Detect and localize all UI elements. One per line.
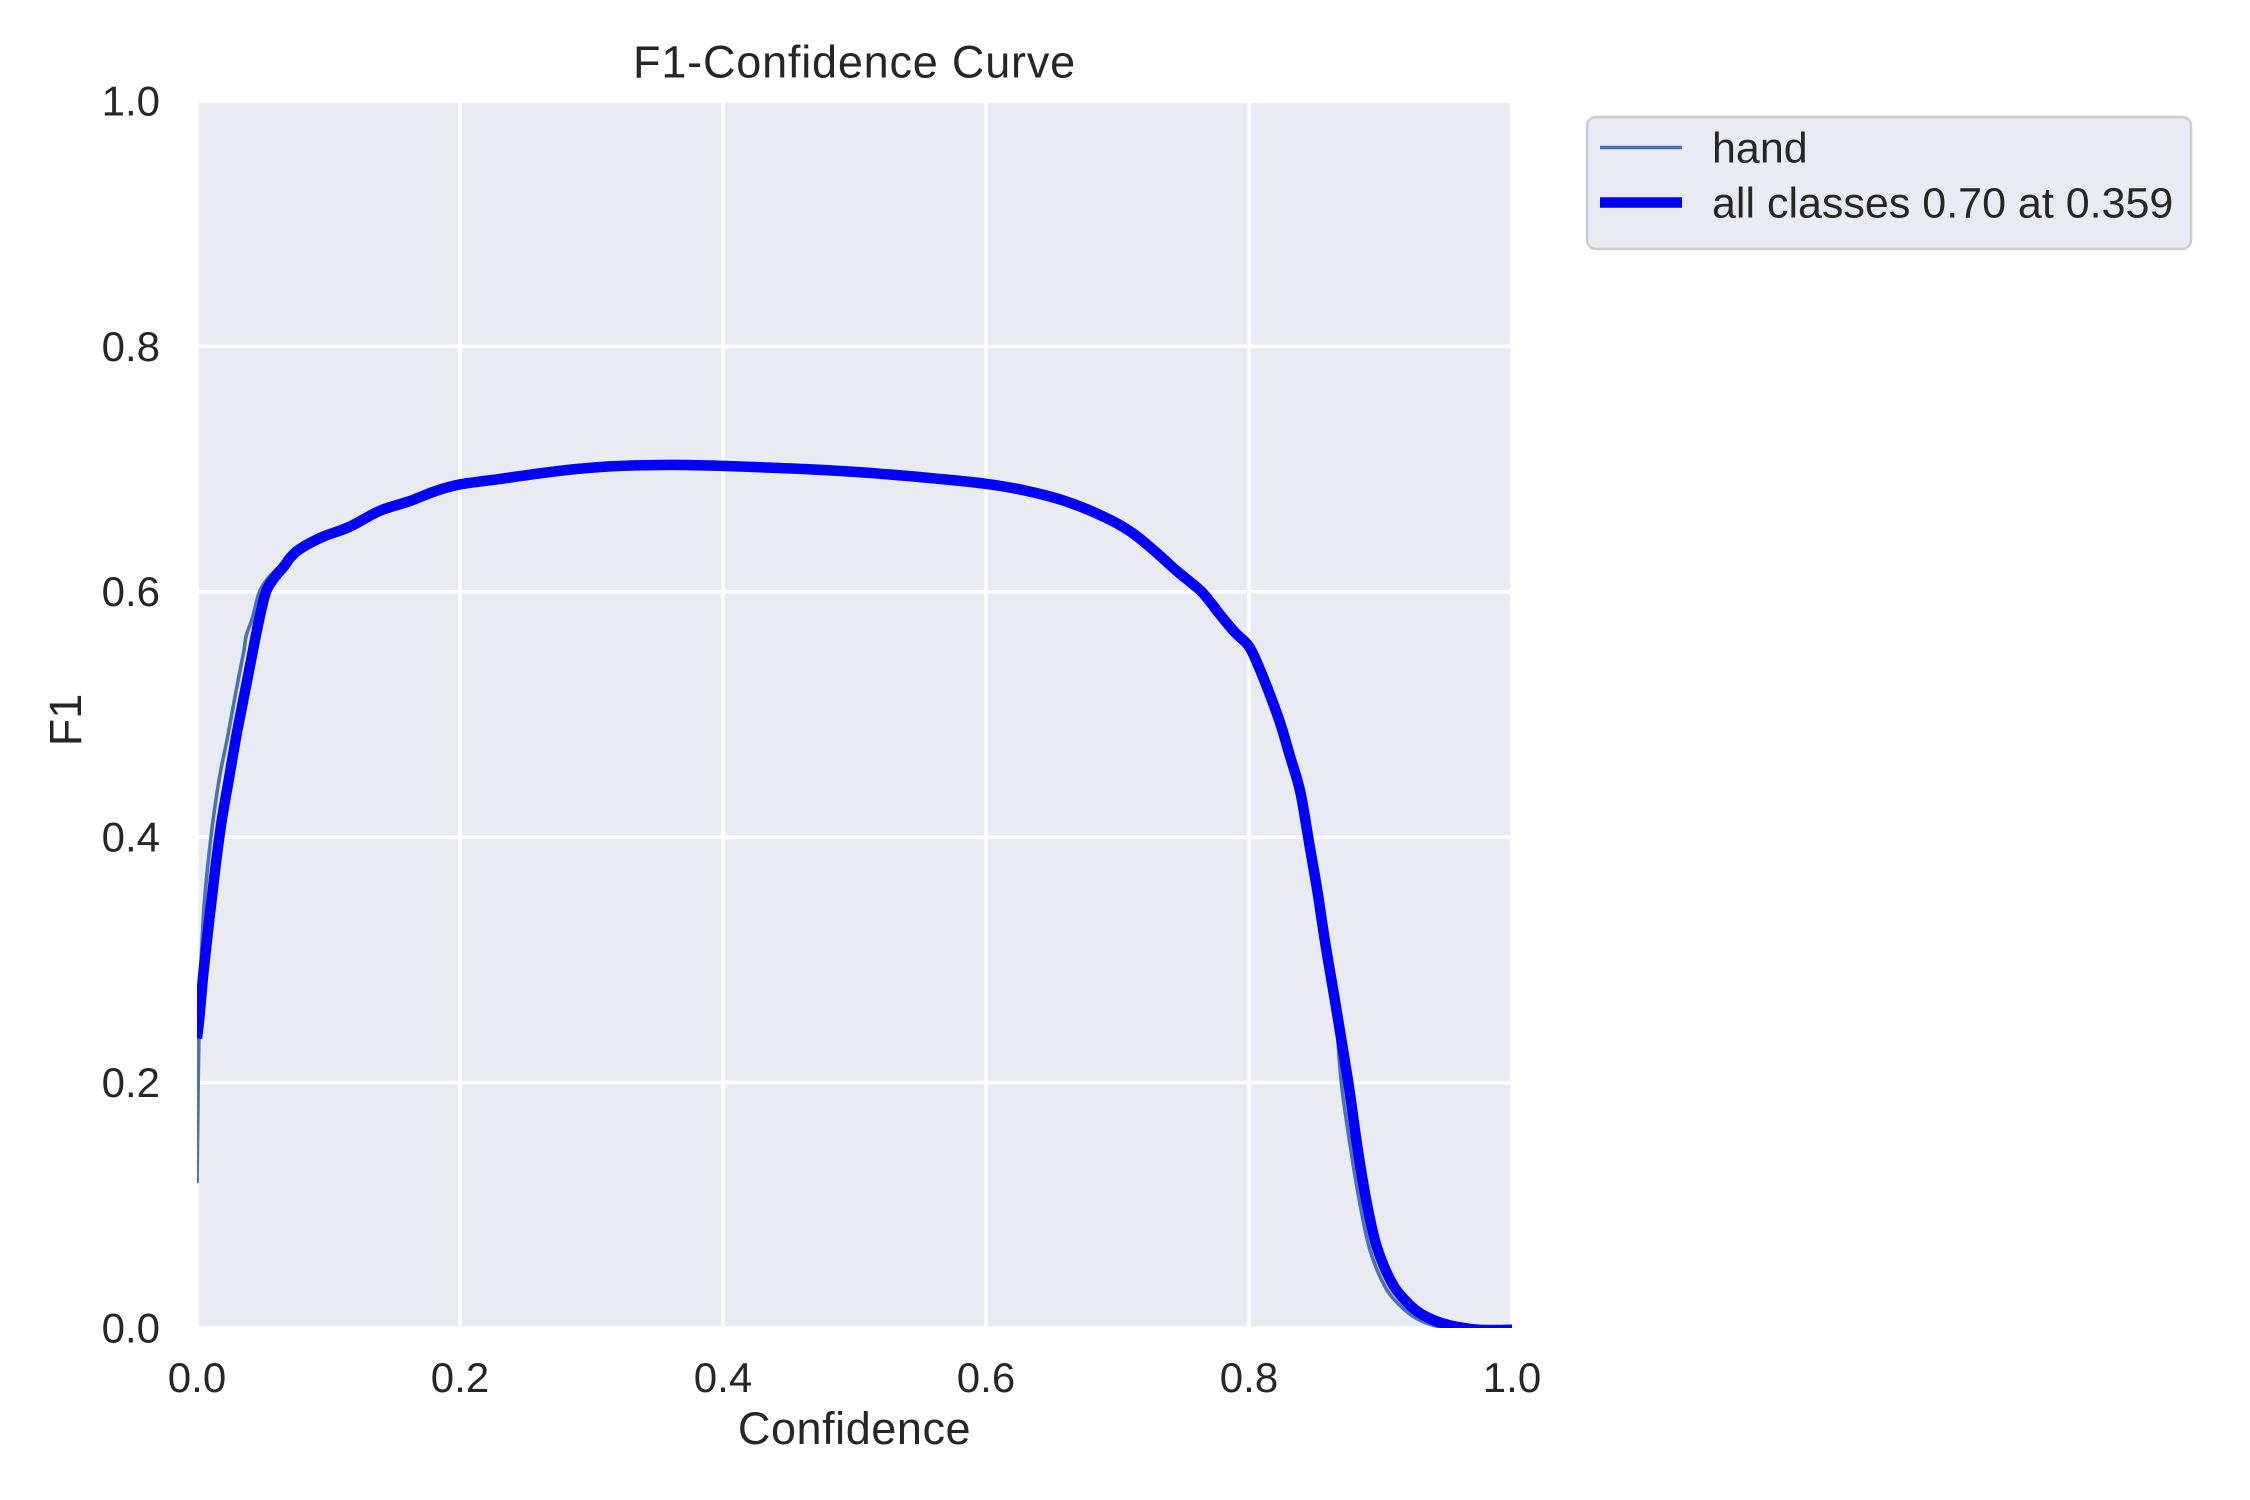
svg-text:0.2: 0.2 bbox=[431, 1354, 489, 1401]
svg-text:0.0: 0.0 bbox=[102, 1304, 160, 1351]
svg-text:F1: F1 bbox=[40, 694, 91, 747]
svg-text:0.6: 0.6 bbox=[102, 568, 160, 615]
svg-text:0.6: 0.6 bbox=[957, 1354, 1015, 1401]
svg-text:1.0: 1.0 bbox=[1483, 1354, 1541, 1401]
svg-text:hand: hand bbox=[1712, 124, 1808, 172]
svg-text:0.0: 0.0 bbox=[168, 1354, 226, 1401]
svg-text:0.4: 0.4 bbox=[694, 1354, 752, 1401]
svg-text:F1-Confidence Curve: F1-Confidence Curve bbox=[633, 37, 1076, 88]
svg-text:0.2: 0.2 bbox=[102, 1059, 160, 1106]
svg-text:Confidence: Confidence bbox=[738, 1403, 971, 1454]
svg-text:0.4: 0.4 bbox=[102, 814, 160, 861]
svg-text:1.0: 1.0 bbox=[102, 77, 160, 124]
svg-text:0.8: 0.8 bbox=[1220, 1354, 1278, 1401]
svg-text:all classes 0.70 at 0.359: all classes 0.70 at 0.359 bbox=[1712, 179, 2173, 227]
svg-text:0.8: 0.8 bbox=[102, 323, 160, 370]
